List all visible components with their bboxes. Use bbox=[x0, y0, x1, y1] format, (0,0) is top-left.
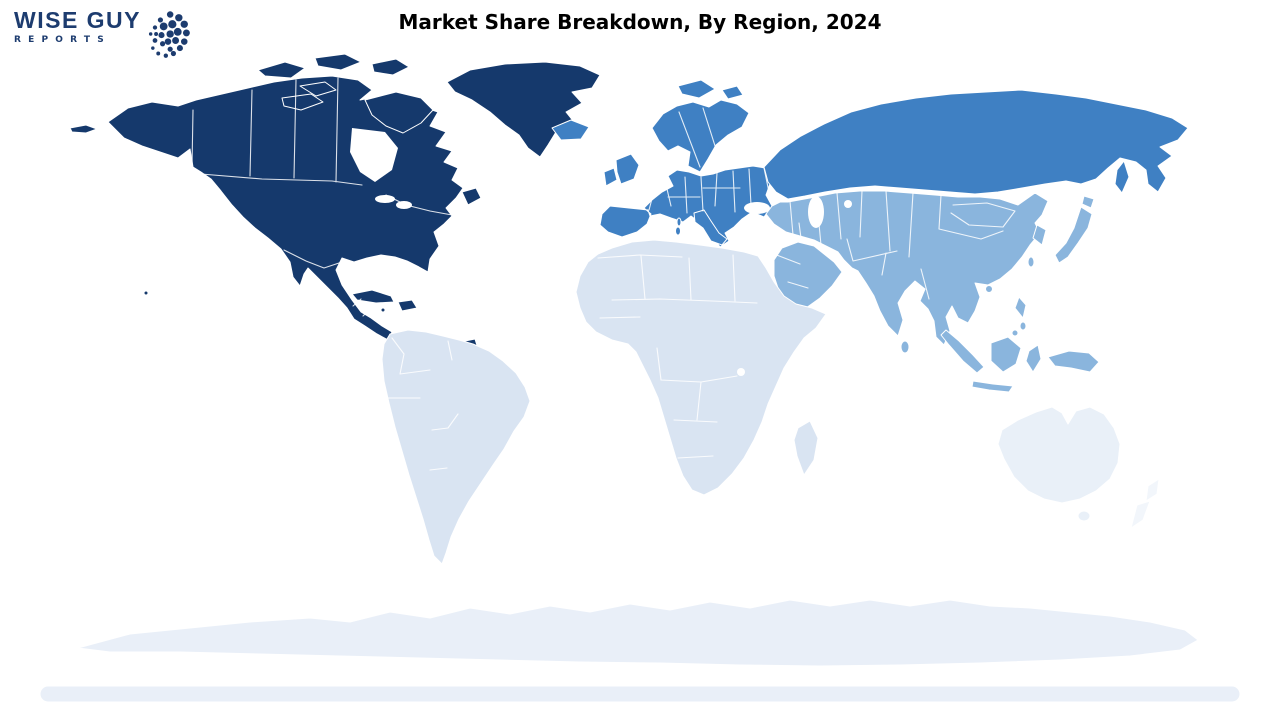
hudson-bay bbox=[350, 128, 398, 182]
corsica bbox=[676, 217, 682, 227]
korea bbox=[1032, 224, 1047, 246]
new-guinea bbox=[1047, 350, 1100, 373]
region-north-america bbox=[69, 53, 601, 357]
sumatra bbox=[940, 329, 985, 374]
svalbard bbox=[677, 79, 716, 99]
country-russia bbox=[763, 89, 1189, 200]
philippines-mindanao bbox=[1011, 329, 1019, 337]
logo-subtext: REPORTS bbox=[14, 35, 111, 46]
antarctica-mainland bbox=[77, 599, 1199, 667]
brain-dots-icon bbox=[148, 11, 190, 58]
country-italy bbox=[693, 209, 728, 246]
sardinia bbox=[675, 226, 681, 236]
newfoundland bbox=[461, 187, 482, 206]
sri-lanka bbox=[900, 340, 910, 354]
country-iceland bbox=[551, 119, 590, 141]
borneo bbox=[990, 336, 1022, 373]
taiwan bbox=[1027, 256, 1035, 268]
philippines-south bbox=[1019, 321, 1027, 331]
country-greenland bbox=[446, 61, 601, 158]
country-japan bbox=[1054, 206, 1093, 264]
region-oceania bbox=[997, 406, 1121, 522]
aleutian-islands bbox=[69, 124, 98, 134]
hispaniola bbox=[397, 299, 418, 312]
arctic-island bbox=[371, 58, 410, 76]
caspian-sea bbox=[808, 196, 824, 228]
tasmania bbox=[1077, 510, 1091, 522]
sulawesi bbox=[1025, 344, 1042, 373]
africa-mainland bbox=[575, 239, 827, 496]
asia-mainland bbox=[765, 190, 1049, 346]
arctic-island bbox=[314, 53, 362, 71]
madagascar bbox=[793, 420, 819, 476]
logo-wordmark: WISE GUY bbox=[14, 7, 142, 33]
black-sea bbox=[744, 202, 770, 214]
new-zealand-south bbox=[1130, 500, 1151, 529]
great-lakes-east bbox=[396, 201, 412, 209]
philippines bbox=[1014, 296, 1027, 319]
country-australia bbox=[997, 406, 1121, 504]
aral-sea bbox=[844, 200, 852, 208]
arctic-island bbox=[299, 81, 337, 97]
arctic-island bbox=[257, 61, 306, 79]
lake-victoria bbox=[737, 368, 745, 376]
country-cuba bbox=[351, 289, 395, 304]
new-zealand-north bbox=[1145, 478, 1160, 502]
scandinavia bbox=[651, 99, 750, 173]
border-lines bbox=[191, 77, 1016, 471]
sakhalin bbox=[1114, 160, 1130, 194]
jamaica bbox=[380, 307, 386, 313]
chart-title: Market Share Breakdown, By Region, 2024 bbox=[398, 10, 882, 34]
great-lakes-west bbox=[375, 195, 395, 203]
south-america-mainland bbox=[381, 329, 531, 565]
country-ireland bbox=[603, 167, 618, 187]
region-south-america bbox=[381, 329, 531, 565]
logo: WISE GUY REPORTS bbox=[14, 7, 190, 60]
antarctica-ice-band bbox=[39, 685, 1241, 703]
hainan bbox=[985, 285, 993, 293]
arctic-island bbox=[281, 93, 324, 111]
region-africa bbox=[575, 239, 827, 496]
region-antarctica bbox=[39, 599, 1241, 703]
region-new-zealand bbox=[1130, 478, 1160, 529]
baffin-island bbox=[364, 91, 434, 134]
java bbox=[971, 380, 1014, 393]
region-europe-russia bbox=[551, 79, 1189, 251]
country-borders bbox=[191, 77, 1016, 471]
country-uk bbox=[615, 153, 640, 185]
hokkaido bbox=[1081, 195, 1095, 209]
logo-text: WISE GUY REPORTS bbox=[14, 7, 142, 46]
region-asia bbox=[765, 190, 1100, 393]
hawaii bbox=[143, 290, 149, 296]
novaya-zemlya bbox=[721, 85, 744, 100]
